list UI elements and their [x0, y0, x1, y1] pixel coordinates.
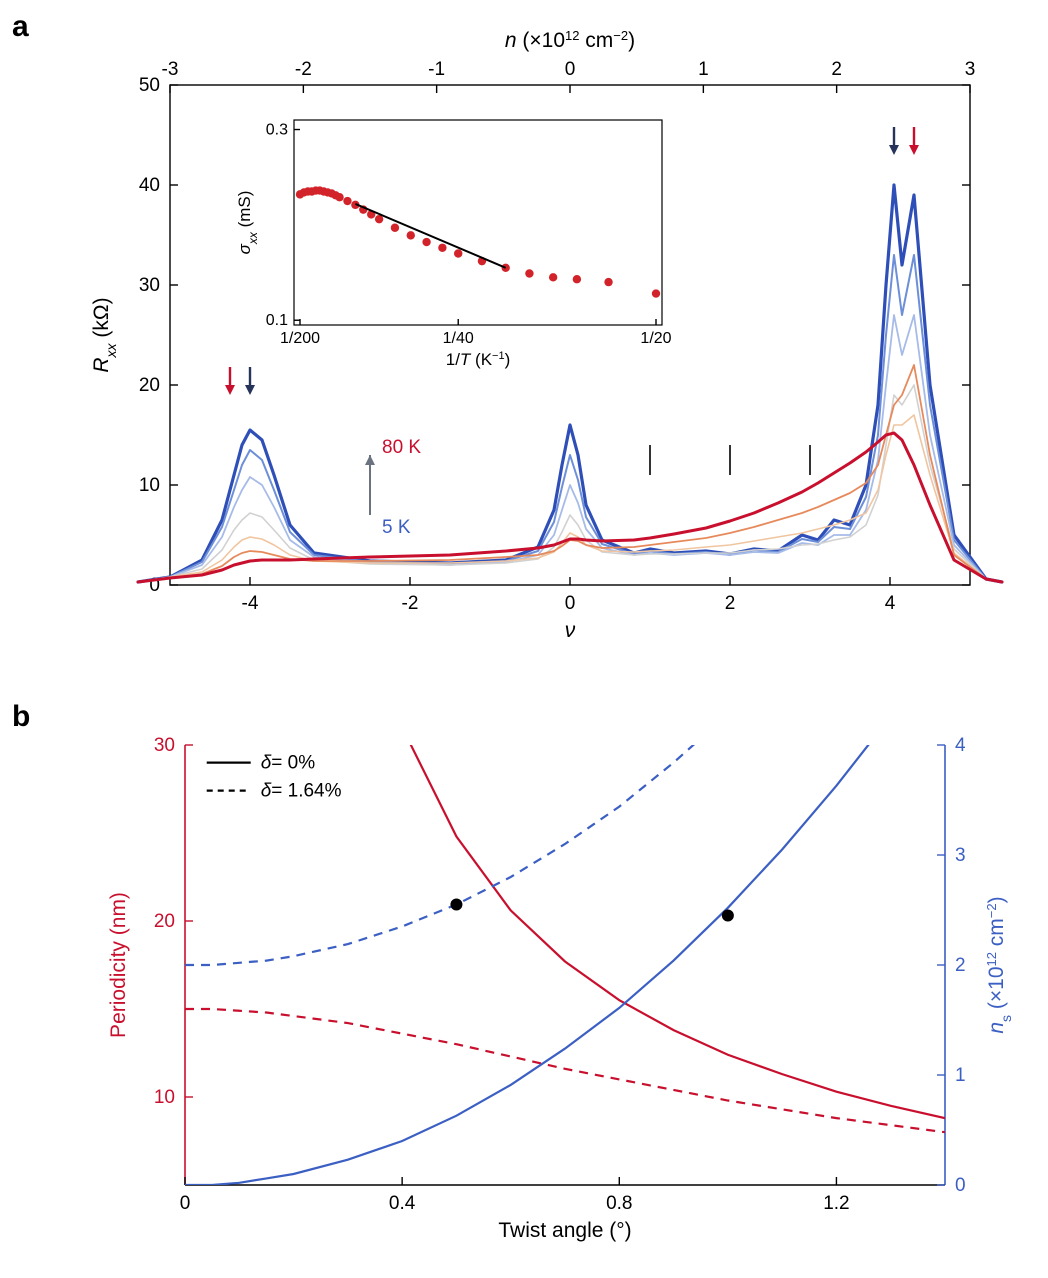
svg-text:4: 4 [885, 593, 896, 614]
svg-text:Periodicity (nm): Periodicity (nm) [107, 892, 130, 1038]
svg-text:Rxx (kΩ): Rxx (kΩ) [90, 297, 119, 372]
svg-text:Twist angle (°): Twist angle (°) [498, 1219, 631, 1242]
svg-text:1/20: 1/20 [640, 330, 671, 347]
svg-text:1/40: 1/40 [443, 330, 474, 347]
svg-text:5 K: 5 K [382, 517, 411, 538]
svg-text:0.1: 0.1 [266, 312, 288, 329]
svg-text:10: 10 [154, 1087, 175, 1108]
svg-text:40: 40 [139, 175, 160, 196]
svg-text:ns (×1012 cm−2): ns (×1012 cm−2) [984, 896, 1015, 1033]
svg-text:50: 50 [139, 75, 160, 96]
svg-text:-1: -1 [428, 59, 445, 80]
svg-text:1.2: 1.2 [823, 1193, 849, 1214]
svg-text:0.4: 0.4 [389, 1193, 416, 1214]
svg-text:-3: -3 [162, 59, 179, 80]
svg-text:-2: -2 [295, 59, 312, 80]
svg-text:20: 20 [139, 375, 160, 396]
svg-text:0: 0 [565, 59, 576, 80]
svg-text:-2: -2 [402, 593, 419, 614]
svg-text:ν: ν [565, 619, 576, 642]
svg-text:0: 0 [565, 593, 576, 614]
svg-text:30: 30 [139, 275, 160, 296]
svg-text:n (×1012 cm−2): n (×1012 cm−2) [505, 28, 635, 53]
svg-text:20: 20 [154, 911, 175, 932]
svg-text:10: 10 [139, 475, 160, 496]
panel-b-chart: 00.40.81.2Twist angle (°)102030Periodici… [60, 700, 1020, 1260]
svg-text:1: 1 [698, 59, 709, 80]
svg-text:80 K: 80 K [382, 437, 421, 458]
svg-text:3: 3 [965, 59, 976, 80]
svg-text:0.3: 0.3 [266, 122, 288, 139]
svg-text:δ= 1.64%: δ= 1.64% [261, 781, 342, 802]
svg-text:0.8: 0.8 [606, 1193, 632, 1214]
svg-text:σxx (mS): σxx (mS) [235, 191, 260, 255]
panel-a-chart: -4-2024ν-3-2-10123n (×1012 cm−2)01020304… [60, 10, 1020, 660]
svg-text:1: 1 [955, 1065, 966, 1086]
svg-text:0: 0 [180, 1193, 191, 1214]
svg-text:1/T (K−1): 1/T (K−1) [446, 350, 511, 369]
svg-text:30: 30 [154, 735, 175, 756]
svg-text:δ= 0%: δ= 0% [261, 753, 316, 774]
svg-text:1/200: 1/200 [280, 330, 320, 347]
svg-text:2: 2 [831, 59, 842, 80]
svg-text:0: 0 [955, 1175, 966, 1196]
svg-text:2: 2 [955, 955, 966, 976]
panel-label-b: b [12, 700, 30, 734]
svg-text:4: 4 [955, 735, 966, 756]
svg-text:-4: -4 [242, 593, 259, 614]
panel-label-a: a [12, 10, 29, 44]
svg-text:3: 3 [955, 845, 966, 866]
figure-container: a b -4-2024ν-3-2-10123n (×1012 cm−2)0102… [0, 0, 1048, 1278]
svg-text:2: 2 [725, 593, 736, 614]
